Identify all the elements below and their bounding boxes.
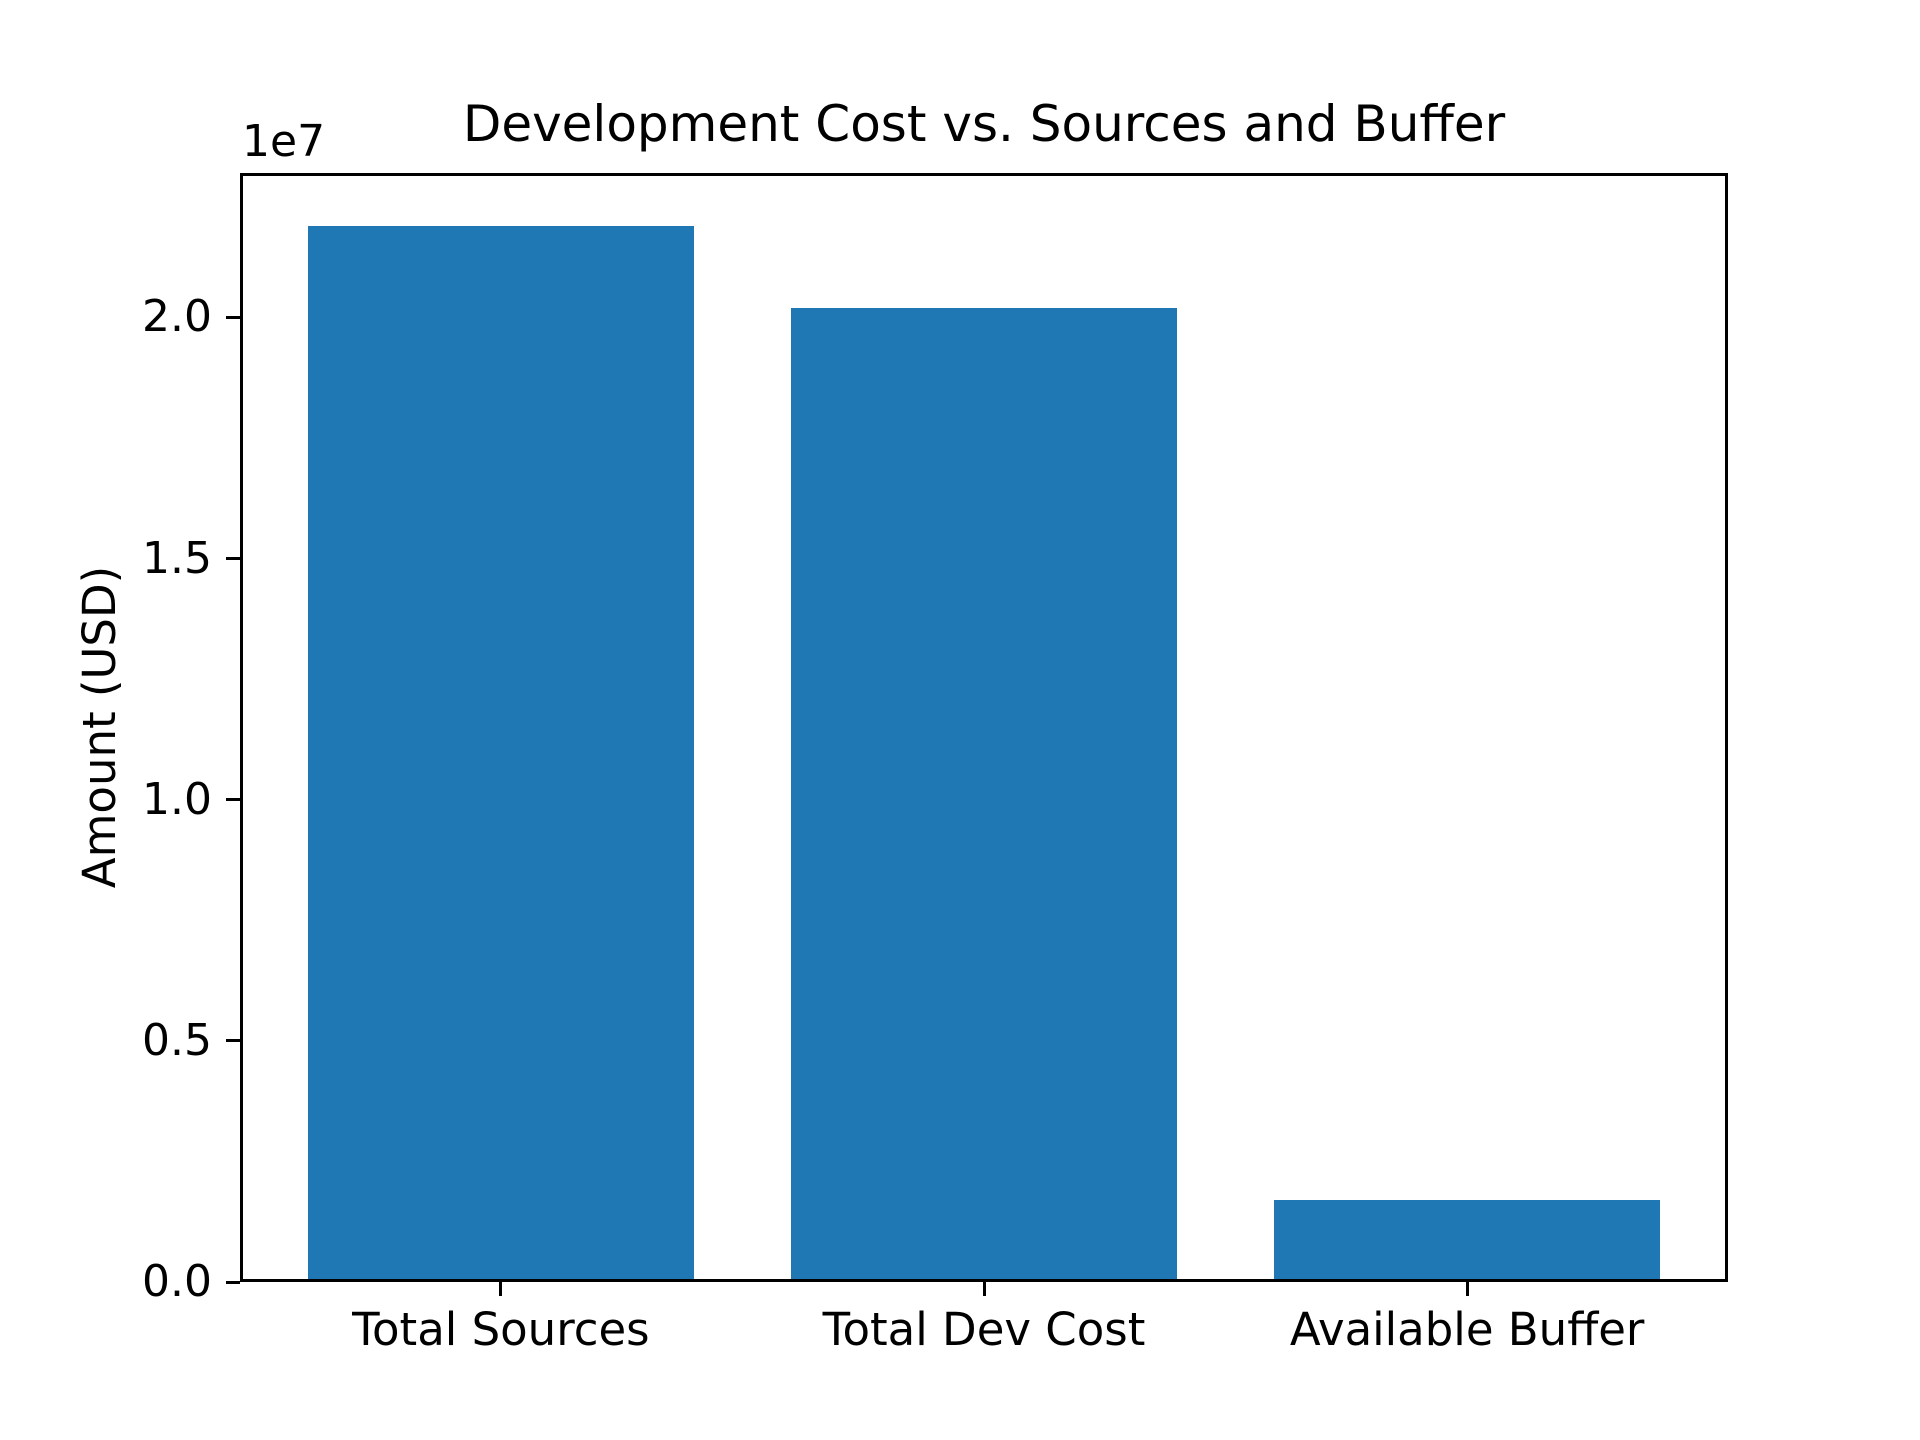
- y-tick-mark: [226, 798, 240, 802]
- y-tick-label: 0.5: [142, 1014, 212, 1066]
- y-tick-mark: [226, 315, 240, 319]
- y-axis-offset-label: 1e7: [242, 116, 326, 167]
- y-tick-mark: [226, 1039, 240, 1043]
- y-tick-mark: [226, 1280, 240, 1284]
- y-tick-mark: [226, 557, 240, 561]
- bar-available-buffer: [1273, 1200, 1661, 1282]
- y-tick-label: 1.0: [142, 773, 212, 825]
- x-tick-mark: [1465, 1282, 1469, 1296]
- plot-area: [240, 173, 1728, 1282]
- x-tick-label-total-sources: Total Sources: [352, 1303, 650, 1356]
- y-tick-label: 0.0: [142, 1256, 212, 1307]
- y-tick-label: 1.5: [142, 532, 212, 584]
- x-tick-label-available-buffer: Available Buffer: [1289, 1303, 1645, 1356]
- x-tick-mark: [499, 1282, 503, 1296]
- bar-total-dev-cost: [790, 307, 1178, 1282]
- chart-title: Development Cost vs. Sources and Buffer: [462, 95, 1506, 153]
- y-tick-label: 2.0: [142, 291, 212, 343]
- bar-total-sources: [307, 225, 695, 1282]
- x-tick-label-total-dev-cost: Total Dev Cost: [822, 1303, 1146, 1356]
- x-tick-mark: [982, 1282, 986, 1296]
- y-axis-label: Amount (USD): [73, 565, 126, 889]
